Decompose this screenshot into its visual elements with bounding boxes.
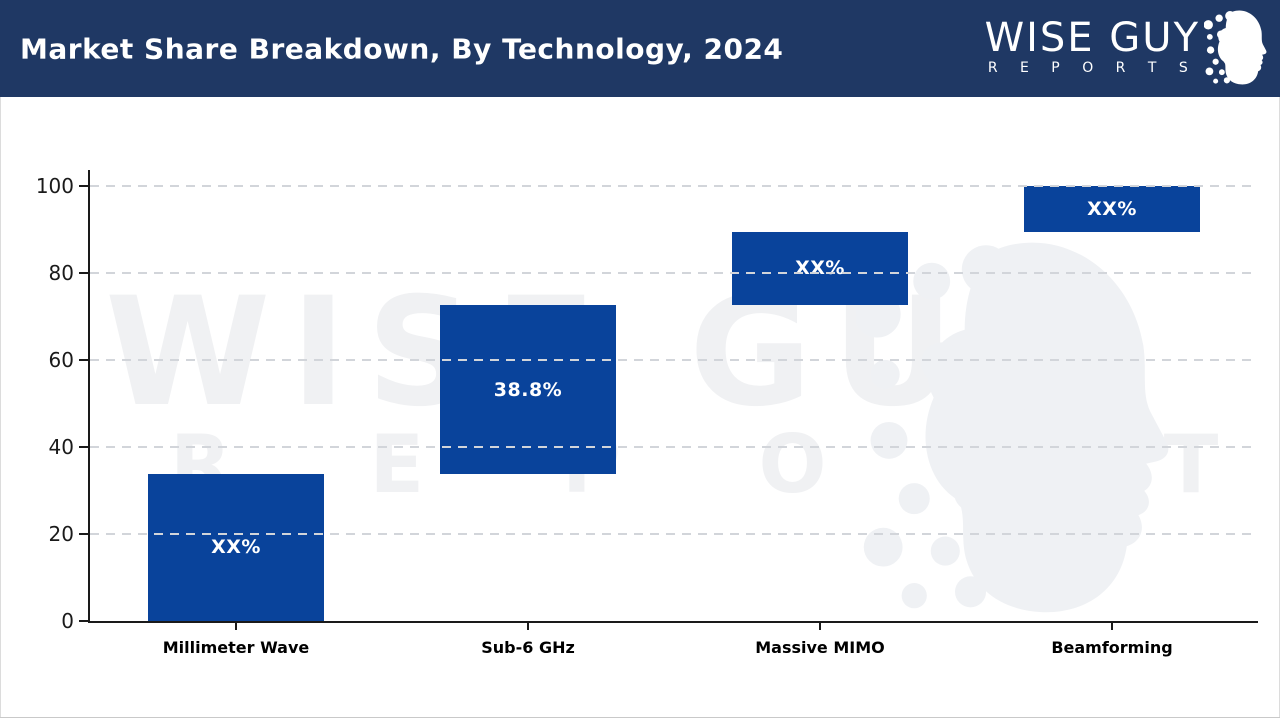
x-tick-massive-mimo	[819, 621, 821, 630]
bar-beamforming: XX%	[1024, 186, 1200, 232]
x-axis-label-millimeter-wave: Millimeter Wave	[162, 638, 310, 657]
bar-millimeter-wave: XX%	[148, 473, 324, 621]
logo-wordmark: WISE GUY	[984, 15, 1200, 61]
bar-massive-mimo: XX%	[732, 231, 908, 306]
x-axis-label-sub-6-ghz: Sub-6 GHz	[481, 638, 575, 657]
bar-value-label-massive-mimo: XX%	[795, 257, 845, 280]
x-axis-label-beamforming: Beamforming	[1051, 638, 1173, 657]
chart-plot-area: 0 20 40 60 80 100 XX% Millimeter Wave 38.8% Sub-6…	[36, 170, 1258, 657]
page-title: Market Share Breakdown, By Technology, 2…	[20, 32, 784, 65]
y-tick-80	[79, 272, 88, 274]
logo-text: WISE GUY R E P O R T S	[985, 16, 1200, 76]
bottom-edge-line	[0, 717, 1280, 718]
gridline-80	[90, 272, 1258, 274]
x-axis-label-massive-mimo: Massive MIMO	[755, 638, 885, 657]
y-tick-label-100: 100	[35, 174, 74, 198]
bar-value-label-millimeter-wave: XX%	[211, 536, 261, 559]
y-tick-label-80: 80	[48, 261, 74, 285]
left-edge-line	[0, 97, 1, 717]
bar-value-label-sub-6-ghz: 38.8%	[493, 378, 563, 401]
y-tick-0	[79, 620, 88, 622]
x-tick-beamforming	[1111, 621, 1113, 630]
y-tick-label-40: 40	[48, 435, 74, 459]
wise-guy-logo: WISE GUY R E P O R T S	[985, 6, 1270, 86]
bar-sub-6-ghz: 38.8%	[440, 305, 616, 474]
y-tick-100	[79, 185, 88, 187]
y-tick-label-20: 20	[48, 522, 74, 546]
x-tick-sub-6-ghz	[527, 621, 529, 630]
x-tick-millimeter-wave	[235, 621, 237, 630]
logo-subtitle: R E P O R T S	[987, 60, 1197, 76]
y-tick-20	[79, 533, 88, 535]
y-tick-label-60: 60	[48, 348, 74, 372]
bar-value-label-beamforming: XX%	[1087, 197, 1137, 220]
gridline-100	[90, 185, 1258, 187]
header-bar: Market Share Breakdown, By Technology, 2…	[0, 0, 1280, 97]
y-tick-60	[79, 359, 88, 361]
y-tick-label-0: 0	[61, 609, 74, 633]
gridline-40	[90, 446, 1258, 448]
gridline-60	[90, 359, 1258, 361]
head-profile-dots-icon	[1204, 10, 1267, 85]
gridline-20	[90, 533, 1258, 535]
y-tick-40	[79, 446, 88, 448]
